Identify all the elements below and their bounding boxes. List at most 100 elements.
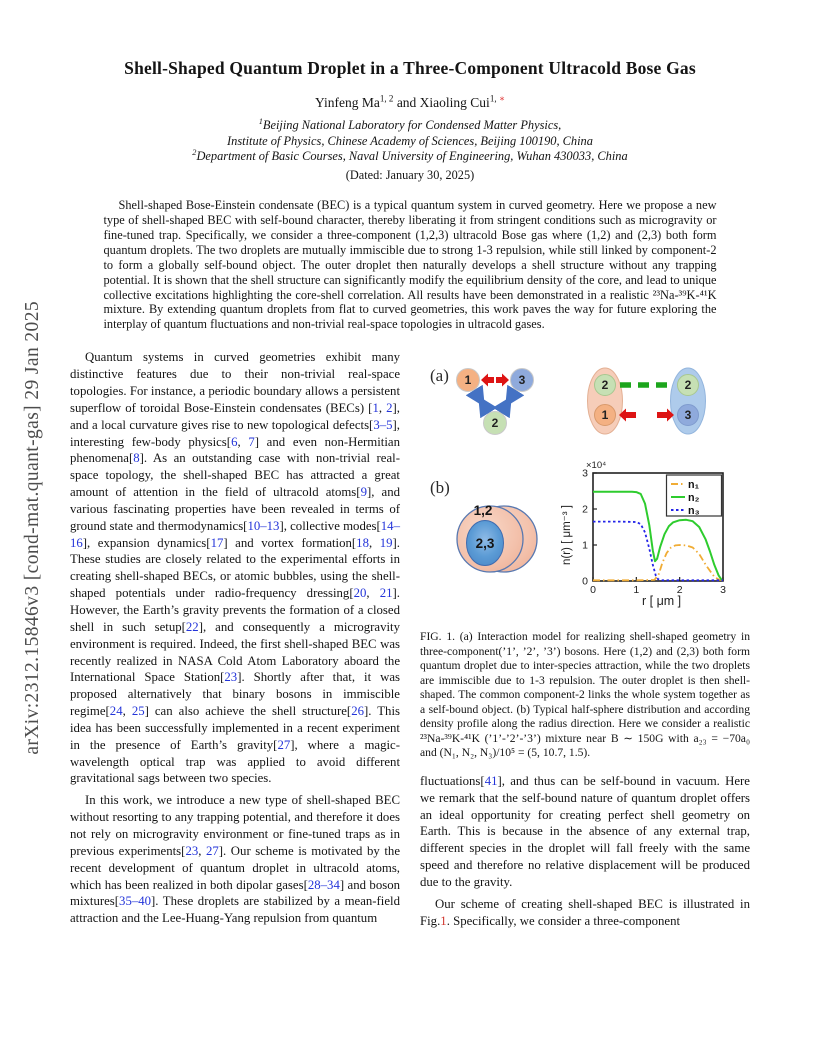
- attraction-arrow-3to2-icon: [505, 385, 525, 408]
- left-component-2-node: [594, 374, 616, 397]
- citation-link[interactable]: 22: [185, 619, 199, 634]
- citation-link[interactable]: 27: [277, 737, 291, 752]
- two-column-body: Quantum systems in curved geometries exh…: [70, 349, 750, 929]
- axis-scale-note: ×10⁴: [586, 460, 606, 471]
- panel-a-tag: (a): [430, 366, 449, 385]
- citation-link[interactable]: 3–5: [373, 417, 393, 432]
- paragraph: In this work, we introduce a new type of…: [70, 793, 401, 926]
- author-line: Yinfeng Ma1, 2 and Xiaoling Cui1, ∗: [315, 93, 505, 110]
- citation-link[interactable]: 2: [386, 400, 393, 415]
- citation-link[interactable]: 10–13: [247, 518, 280, 533]
- figure-1-caption: FIG. 1. (a) Interaction model for realiz…: [420, 630, 750, 760]
- attraction-arrows: [465, 385, 525, 419]
- attraction-arrow-2to3-icon: [492, 396, 512, 419]
- plot-ticks: 0 1 2 3 0 1 2 3: [582, 468, 726, 597]
- core-label: 2,3: [476, 536, 495, 551]
- citation-link[interactable]: 26: [351, 704, 364, 719]
- x-axis-label: r [ μm ]: [642, 594, 681, 608]
- core-ellipse: [466, 520, 504, 567]
- svg-text:2: 2: [582, 504, 588, 516]
- svg-text:0: 0: [590, 584, 596, 596]
- citation-link[interactable]: 27: [206, 843, 219, 858]
- paragraph: Our scheme of creating shell-shaped BEC …: [420, 896, 750, 928]
- paper-content: Shell-Shaped Quantum Droplet in a Three-…: [70, 58, 750, 929]
- citation-link[interactable]: 1: [372, 400, 379, 415]
- repulsion-arrow-right-icon: [496, 373, 509, 387]
- left-component-1-label: 1: [602, 408, 609, 422]
- citation-link[interactable]: 14–16: [70, 518, 400, 550]
- corresponding-author-star[interactable]: ∗: [498, 93, 505, 104]
- citation-link[interactable]: 28–34: [307, 877, 340, 892]
- left-column: Quantum systems in curved geometries exh…: [70, 349, 400, 929]
- svg-text:3: 3: [720, 584, 726, 596]
- affiliations: 1Beijing National Laboratory for Condens…: [70, 116, 750, 165]
- panel-b-tag: (b): [430, 478, 450, 497]
- component-1-label: 1: [465, 373, 472, 387]
- citation-link[interactable]: 6: [231, 434, 238, 449]
- abstract: Shell-shaped Bose-Einstein condensate (B…: [103, 197, 717, 332]
- right-component-2-label: 2: [685, 378, 692, 392]
- repulsion-arrow-left-icon: [481, 373, 494, 387]
- repulsion-arrow-right2-icon: [657, 408, 674, 422]
- right-component-2-node: [677, 374, 699, 397]
- right-component-3-label: 3: [685, 408, 692, 422]
- figure-ref-link[interactable]: 1: [440, 913, 447, 928]
- arxiv-identifier: arXiv:2312.15846v3 [cond-mat.quant-gas] …: [22, 301, 43, 755]
- citation-link[interactable]: 20: [353, 586, 367, 601]
- citation-link[interactable]: 35–40: [119, 894, 152, 909]
- left-component-2-label: 2: [602, 378, 609, 392]
- y-axis-label: n(r) [ μm⁻³ ]: [561, 505, 573, 565]
- citation-link[interactable]: 19: [379, 535, 393, 550]
- affiliation-line: Institute of Physics, Chinese Academy of…: [227, 133, 593, 148]
- figure-1-canvas: (a) 1 3 2: [430, 366, 726, 608]
- citation-link[interactable]: 21: [379, 586, 393, 601]
- citation-link[interactable]: 9: [360, 485, 367, 500]
- right-column: (a) 1 3 2: [420, 349, 750, 929]
- citation-link[interactable]: 17: [210, 535, 224, 550]
- svg-text:2: 2: [677, 584, 683, 596]
- svg-text:n₃: n₃: [688, 505, 700, 517]
- left-component-1-node: [594, 404, 616, 427]
- repulsion-arrow-left2-icon: [619, 408, 636, 422]
- paragraph: Quantum systems in curved geometries exh…: [70, 350, 401, 786]
- svg-text:n₂: n₂: [688, 492, 700, 504]
- figure-1: (a) 1 3 2: [420, 353, 750, 620]
- shell-label: 1,2: [474, 503, 493, 518]
- right-component-3-node: [677, 404, 699, 427]
- paper-title: Shell-Shaped Quantum Droplet in a Three-…: [124, 58, 696, 78]
- core-shell-sphere: 1,2 2,3: [456, 503, 538, 574]
- svg-text:0: 0: [582, 576, 588, 588]
- affiliation-line: 1Beijing National Laboratory for Condens…: [258, 116, 562, 132]
- component-3-label: 3: [519, 373, 526, 387]
- droplet-link-diagram: 2 1 2 3: [587, 367, 706, 435]
- legend-box: [665, 474, 723, 517]
- svg-text:3: 3: [582, 468, 588, 480]
- citation-link[interactable]: 18: [356, 535, 369, 550]
- attraction-arrow-2to1-icon: [478, 396, 498, 419]
- citation-link[interactable]: 8: [133, 451, 140, 466]
- svg-text:n₁: n₁: [688, 479, 700, 491]
- curve-n₂: [593, 491, 723, 581]
- svg-text:1: 1: [582, 540, 588, 552]
- component-2-label: 2: [492, 416, 499, 430]
- citation-link[interactable]: 41: [484, 773, 498, 788]
- dated-line: (Dated: January 30, 2025): [345, 167, 475, 182]
- citation-link[interactable]: 25: [131, 704, 145, 719]
- citation-link[interactable]: 23: [185, 843, 199, 858]
- curve-n₁: [593, 544, 724, 582]
- plot-axes-box: [592, 472, 724, 583]
- plot-curves: [593, 491, 724, 582]
- citation-link[interactable]: 24: [109, 704, 123, 719]
- citation-link[interactable]: 7: [248, 434, 255, 449]
- affiliation-line: 2Department of Basic Courses, Naval Univ…: [192, 148, 628, 164]
- attraction-arrow-1to2-icon: [465, 385, 485, 408]
- arxiv-sidebar: arXiv:2312.15846v3 [cond-mat.quant-gas] …: [4, 0, 62, 1056]
- svg-text:1: 1: [633, 584, 639, 596]
- interaction-triangle-diagram: 1 3 2: [456, 368, 534, 436]
- curve-n₃: [593, 521, 723, 582]
- paragraph: fluctuations[41], and thus can be self-b…: [420, 773, 750, 889]
- citation-link[interactable]: 23: [224, 670, 238, 685]
